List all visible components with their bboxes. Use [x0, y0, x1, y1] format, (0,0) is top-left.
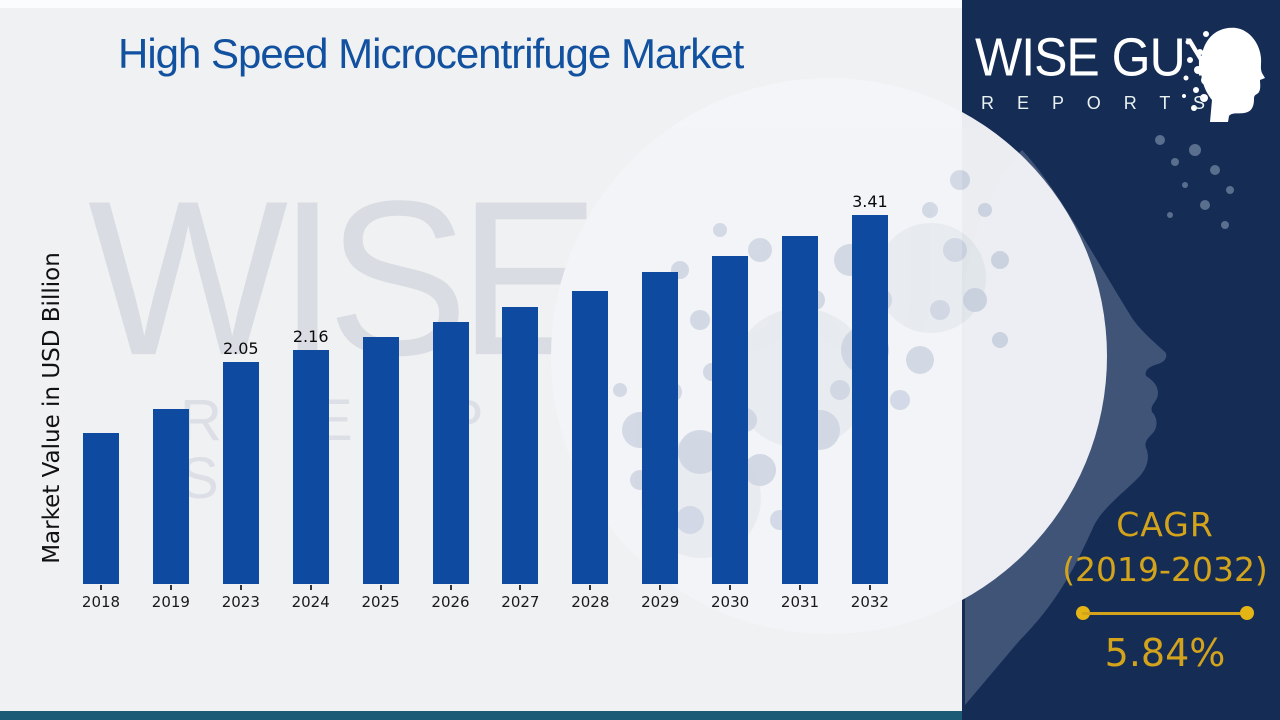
cagr-line-rule — [1082, 612, 1248, 615]
bottom-teal-strip — [0, 711, 962, 720]
bar-2019 — [152, 408, 189, 584]
cagr-value: 5.84% — [1104, 631, 1226, 675]
cagr-heading: CAGR — [1116, 505, 1214, 544]
bar-2018 — [83, 432, 119, 584]
logo-head-icon — [1200, 27, 1265, 122]
x-tick-label-2025: 2025 — [361, 593, 400, 611]
x-tick-label-2031: 2031 — [780, 593, 820, 611]
bar-value-label-2024: 2.16 — [292, 327, 329, 347]
bar-2031 — [782, 235, 818, 584]
y-axis-label: Market Value in USD Billion — [39, 252, 65, 564]
x-tick-label-2019: 2019 — [151, 593, 190, 611]
bar-chart: Market Value in USD Billion 2018 2019 2023… — [39, 192, 889, 611]
bar-2025 — [362, 337, 399, 584]
brand-logo: WISE GUY R E P O R T S — [975, 26, 1218, 114]
x-tick-label-2018: 2018 — [81, 593, 121, 611]
bar-value-label-2032: 3.41 — [852, 192, 888, 212]
x-tick-label-2032: 2032 — [850, 593, 889, 611]
bar-2030 — [712, 256, 749, 584]
x-tick-label-2030: 2030 — [711, 593, 750, 611]
bar-2023 — [222, 362, 259, 584]
bar-2029 — [642, 272, 679, 584]
bar-2027 — [502, 307, 539, 584]
panel-faint-dots — [1155, 135, 1234, 229]
x-tick-2019 — [169, 585, 172, 590]
x-tick-2027 — [519, 585, 522, 590]
brand-reports-label: R E P O R T S — [981, 93, 1215, 113]
cagr-block: CAGR (2019-2032) 5.84% — [1058, 505, 1272, 675]
x-tick-2029 — [659, 585, 662, 590]
bar-2024 — [292, 350, 329, 584]
x-tick-2030 — [729, 585, 732, 590]
x-tick-2026 — [449, 585, 452, 590]
page-title: High Speed Microcentrifuge Market — [118, 30, 744, 77]
cagr-line-right-dot — [1240, 606, 1254, 620]
x-tick-label-2023: 2023 — [221, 593, 260, 611]
x-tick-2024 — [309, 585, 312, 590]
x-tick-2018 — [100, 585, 102, 590]
x-tick-label-2026: 2026 — [431, 593, 470, 611]
bar-2028 — [572, 290, 609, 584]
x-tick-2028 — [589, 585, 592, 590]
x-tick-2031 — [799, 585, 801, 590]
x-tick-2025 — [379, 585, 382, 590]
cagr-divider-line — [1076, 605, 1254, 621]
logo-dots — [1182, 31, 1221, 111]
x-tick-label-2028: 2028 — [571, 593, 610, 611]
x-tick-2032 — [868, 585, 871, 590]
brand-name: WISE GUY — [975, 26, 1218, 88]
x-tick-label-2024: 2024 — [291, 593, 330, 611]
top-light-strip — [0, 0, 962, 8]
bar-2026 — [432, 322, 469, 584]
x-tick-2023 — [239, 585, 242, 590]
x-tick-label-2029: 2029 — [641, 593, 680, 611]
bar-value-label-2023: 2.05 — [222, 339, 259, 359]
bar-2032 — [851, 215, 888, 584]
x-tick-label-2027: 2027 — [501, 593, 540, 611]
cagr-range: (2019-2032) — [1062, 550, 1268, 589]
